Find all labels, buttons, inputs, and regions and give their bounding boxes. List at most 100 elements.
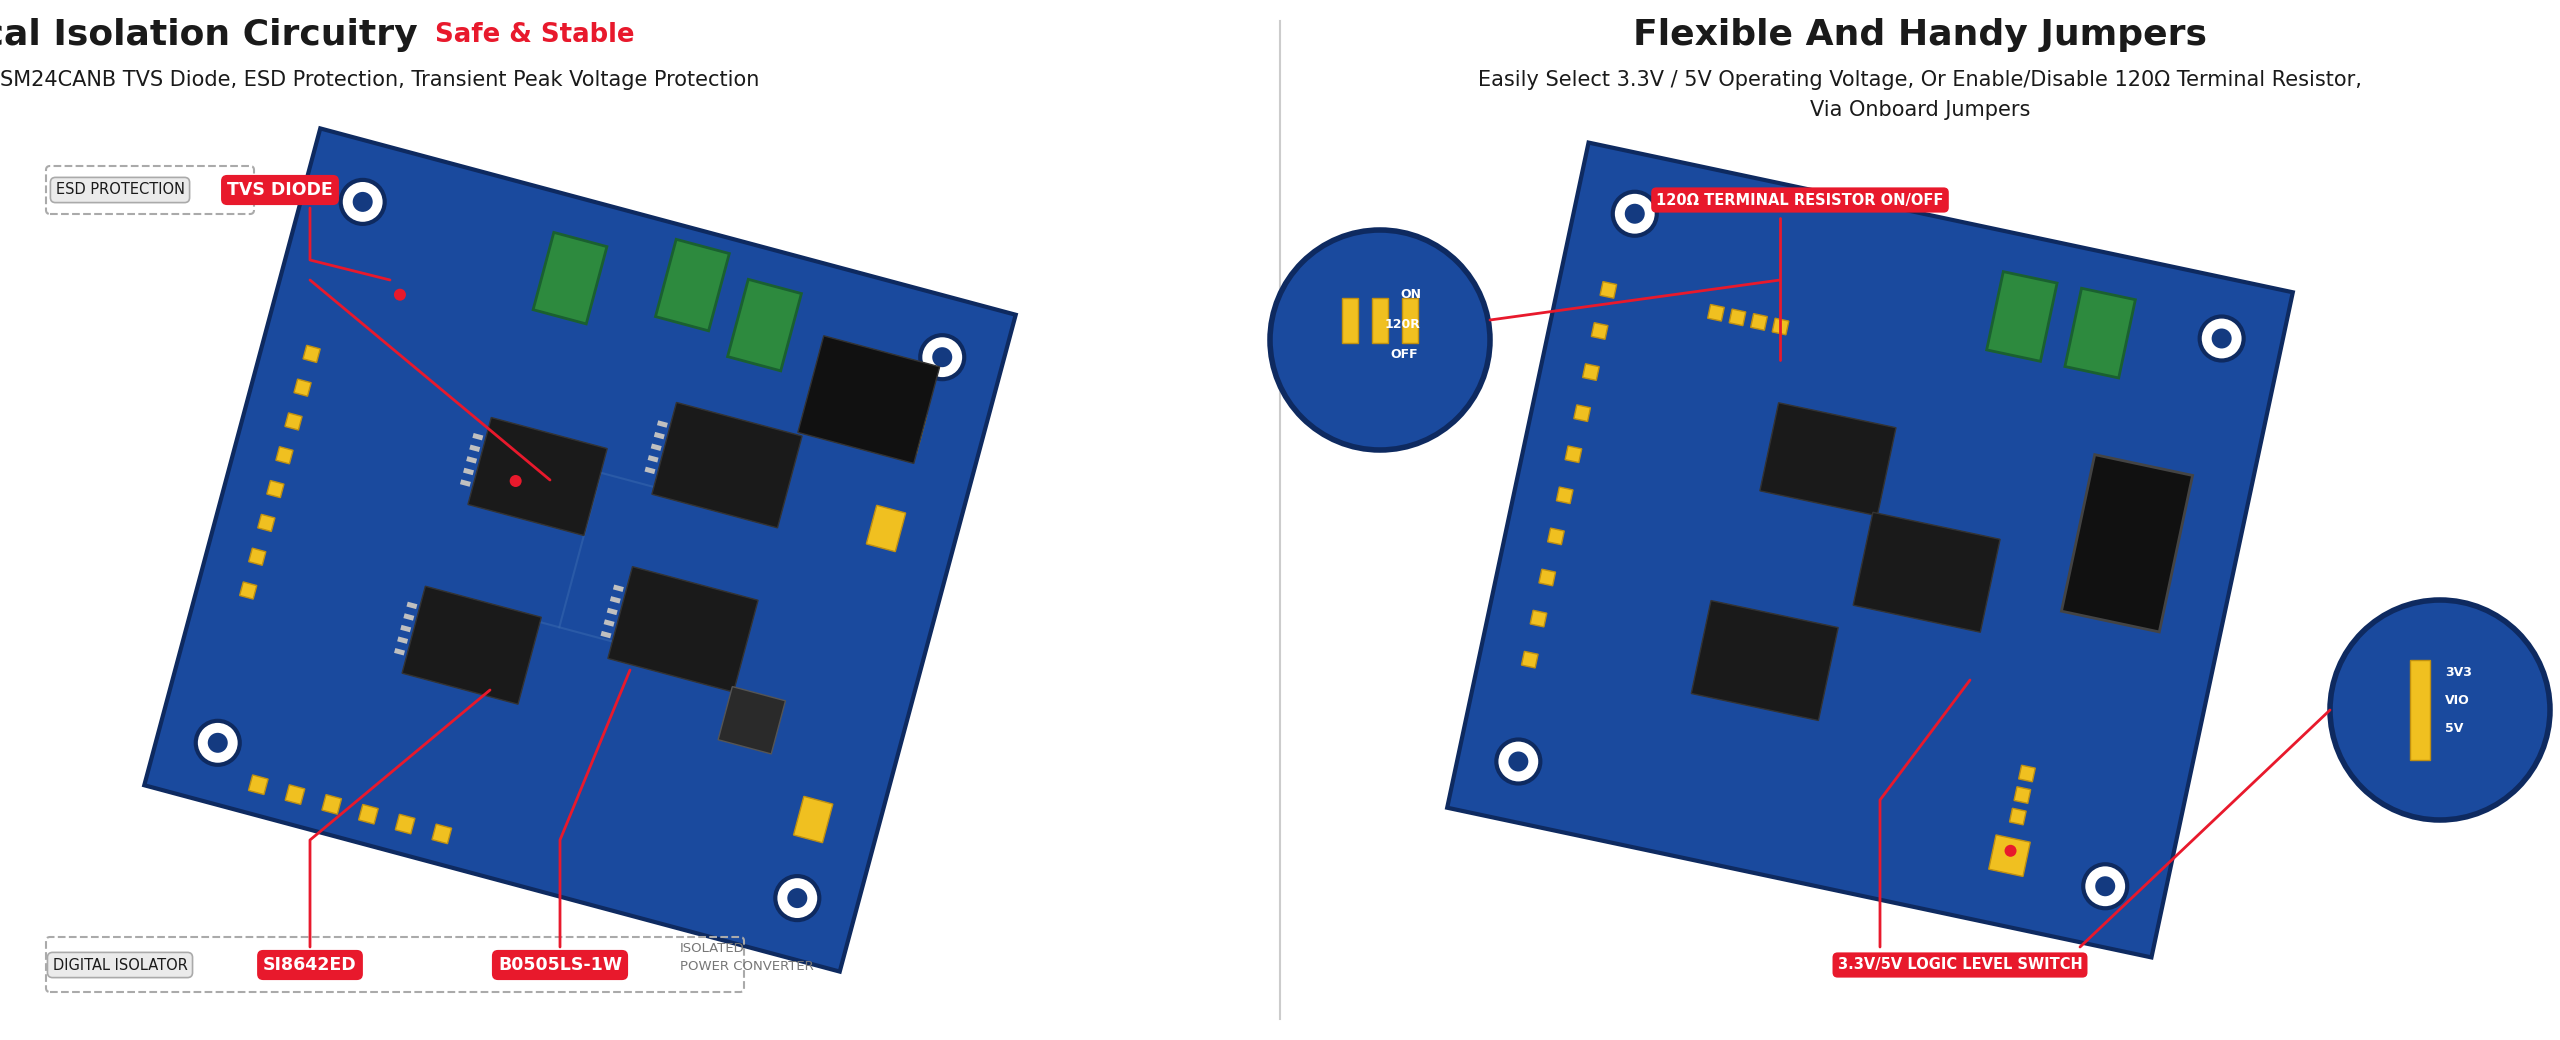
Polygon shape (1531, 610, 1546, 627)
Polygon shape (143, 128, 1016, 971)
Polygon shape (2020, 765, 2035, 782)
Polygon shape (727, 280, 801, 371)
Polygon shape (655, 239, 730, 331)
Polygon shape (1564, 446, 1582, 463)
Circle shape (2084, 864, 2127, 908)
Polygon shape (1692, 600, 1838, 721)
Polygon shape (2010, 808, 2025, 825)
Circle shape (919, 335, 965, 380)
Polygon shape (799, 336, 940, 464)
Circle shape (2199, 316, 2243, 361)
Polygon shape (1728, 309, 1746, 326)
Polygon shape (241, 582, 256, 599)
Circle shape (776, 876, 819, 920)
Polygon shape (1989, 835, 2030, 877)
Polygon shape (645, 467, 655, 474)
Text: Via Onboard Jumpers: Via Onboard Jumpers (1810, 100, 2030, 120)
Polygon shape (276, 447, 292, 464)
Polygon shape (648, 456, 658, 463)
Polygon shape (888, 408, 927, 453)
Polygon shape (1539, 569, 1556, 586)
Polygon shape (284, 413, 302, 431)
Polygon shape (394, 814, 415, 834)
Polygon shape (865, 505, 906, 551)
Polygon shape (658, 420, 668, 427)
Polygon shape (433, 824, 451, 843)
Polygon shape (612, 584, 625, 592)
Polygon shape (358, 804, 379, 824)
Polygon shape (394, 648, 404, 655)
Text: ON: ON (1400, 288, 1421, 302)
Polygon shape (1556, 487, 1572, 503)
Text: Safe & Stable: Safe & Stable (435, 22, 635, 48)
Circle shape (207, 733, 228, 753)
Text: ESD PROTECTION: ESD PROTECTION (56, 182, 184, 198)
Circle shape (932, 347, 952, 367)
Polygon shape (294, 380, 312, 396)
Text: 120R: 120R (1385, 318, 1421, 332)
Polygon shape (719, 686, 786, 754)
Polygon shape (468, 444, 481, 452)
Polygon shape (302, 345, 320, 362)
Polygon shape (2066, 288, 2135, 378)
Text: 5V: 5V (2445, 722, 2463, 734)
Circle shape (1270, 230, 1490, 450)
Polygon shape (266, 480, 284, 498)
Polygon shape (653, 402, 801, 528)
Polygon shape (607, 567, 758, 692)
Polygon shape (1403, 297, 1418, 342)
Text: VIO: VIO (2445, 694, 2470, 706)
Polygon shape (2015, 786, 2030, 803)
Polygon shape (1574, 405, 1590, 421)
Polygon shape (1772, 318, 1789, 335)
Polygon shape (404, 614, 415, 621)
Polygon shape (1853, 513, 1999, 632)
Polygon shape (1708, 305, 1725, 321)
Polygon shape (650, 443, 660, 451)
Text: Electrical Isolation Circuitry: Electrical Isolation Circuitry (0, 18, 430, 52)
Text: 120Ω TERMINAL RESISTOR ON/OFF: 120Ω TERMINAL RESISTOR ON/OFF (1656, 192, 1943, 208)
Circle shape (394, 289, 407, 301)
Polygon shape (461, 479, 471, 487)
Circle shape (1626, 204, 1644, 224)
Circle shape (788, 888, 806, 908)
Polygon shape (1751, 314, 1766, 331)
Polygon shape (1759, 402, 1897, 516)
Polygon shape (2061, 454, 2191, 632)
Polygon shape (1987, 271, 2058, 361)
Polygon shape (1600, 282, 1618, 298)
Text: ISOLATED
POWER CONVERTER: ISOLATED POWER CONVERTER (681, 941, 814, 972)
Polygon shape (248, 775, 269, 795)
Polygon shape (407, 602, 417, 609)
Polygon shape (474, 433, 484, 440)
Polygon shape (259, 515, 274, 531)
Circle shape (340, 180, 384, 224)
Polygon shape (399, 625, 412, 632)
Polygon shape (1521, 651, 1539, 668)
Polygon shape (2409, 660, 2429, 760)
Polygon shape (609, 596, 620, 603)
Text: B0505LS-1W: B0505LS-1W (499, 956, 622, 974)
Polygon shape (397, 636, 407, 644)
Text: Flexible And Handy Jumpers: Flexible And Handy Jumpers (1633, 18, 2207, 52)
Polygon shape (602, 631, 612, 639)
Text: 3V3: 3V3 (2445, 666, 2473, 678)
Circle shape (2330, 600, 2550, 820)
Circle shape (1498, 739, 1541, 783)
Circle shape (1508, 752, 1528, 772)
Polygon shape (653, 432, 666, 439)
Polygon shape (284, 785, 305, 804)
Polygon shape (402, 587, 540, 704)
Polygon shape (1372, 297, 1388, 342)
Polygon shape (607, 607, 617, 615)
Polygon shape (1549, 528, 1564, 545)
Polygon shape (1592, 322, 1608, 339)
Circle shape (2094, 877, 2115, 896)
Text: OFF: OFF (1390, 348, 1418, 362)
Text: DIGITAL ISOLATOR: DIGITAL ISOLATOR (54, 958, 187, 972)
Circle shape (509, 475, 522, 487)
Text: 3.3V/5V LOGIC LEVEL SWITCH: 3.3V/5V LOGIC LEVEL SWITCH (1838, 958, 2081, 972)
Circle shape (1613, 191, 1656, 236)
Circle shape (2212, 329, 2232, 348)
Polygon shape (1341, 297, 1357, 342)
